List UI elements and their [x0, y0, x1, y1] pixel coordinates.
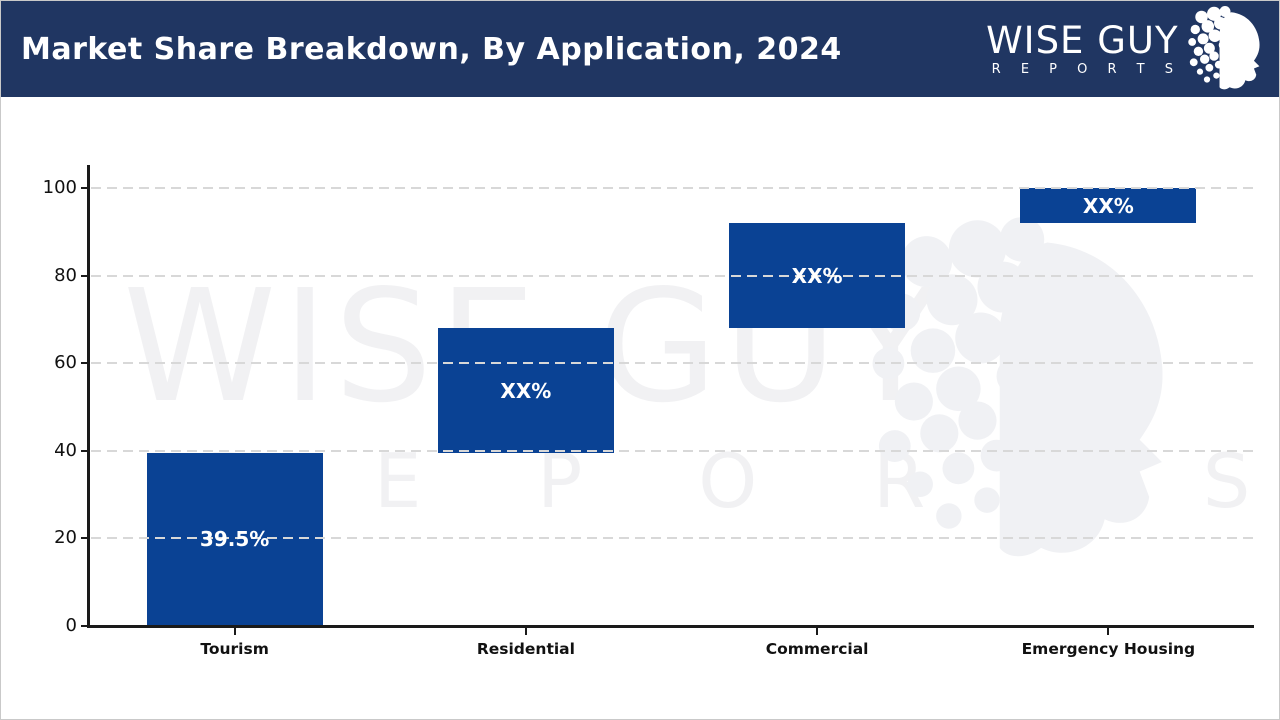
x-tick-mark [1107, 627, 1110, 635]
y-tick-label: 60 [54, 352, 77, 374]
y-gridline-20 [91, 537, 1254, 540]
bar-value-label: XX% [791, 263, 843, 288]
y-tick-mark [81, 274, 89, 277]
y-gridline-60 [91, 362, 1254, 365]
logo-wordmark: WISE GUY [986, 19, 1179, 62]
logo-subtitle: R E P O R T S [991, 62, 1181, 77]
y-tick-mark [81, 362, 89, 365]
x-category-label: Emergency Housing [1021, 640, 1196, 658]
y-tick-label: 100 [42, 177, 77, 198]
x-tick-mark [816, 627, 819, 635]
bar-tourism [146, 452, 323, 626]
bar-value-label: XX% [500, 378, 552, 403]
x-axis-line [88, 624, 1254, 628]
wise-guy-logo: WISE GUY R E P O R T S [984, 6, 1265, 92]
y-axis-line [87, 165, 90, 628]
y-gridline-40 [91, 449, 1254, 452]
x-tick-mark [524, 627, 527, 635]
y-gridline-100 [91, 187, 1254, 189]
x-category-label: Commercial [765, 640, 869, 658]
y-tick-label: 20 [54, 527, 77, 549]
y-tick-mark [81, 449, 89, 452]
bar-emergency-housing [1020, 188, 1197, 224]
y-tick-mark [81, 537, 89, 540]
x-tick-mark [233, 627, 236, 635]
x-category-label: Residential [476, 640, 575, 658]
bar-value-label: 39.5% [199, 527, 270, 552]
logo-text: WISE GUY R E P O R T S [984, 22, 1181, 76]
y-tick-mark [81, 625, 89, 627]
y-tick-label: 40 [54, 439, 77, 461]
y-tick-label: 0 [65, 615, 77, 636]
bar-value-label: XX% [1082, 193, 1134, 218]
bar-residential [437, 328, 614, 453]
x-category-label: Tourism [200, 640, 269, 658]
chart-title: Market Share Breakdown, By Application, … [21, 31, 842, 67]
report-header: Market Share Breakdown, By Application, … [1, 1, 1279, 97]
y-tick-mark [81, 187, 89, 189]
y-gridline-80 [91, 274, 1254, 277]
y-tick-label: 80 [54, 264, 77, 286]
